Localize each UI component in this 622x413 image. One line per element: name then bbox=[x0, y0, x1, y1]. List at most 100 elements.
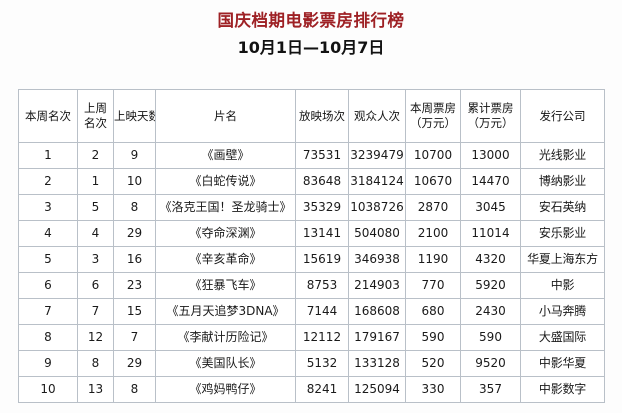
cell-company: 光线影业 bbox=[520, 142, 605, 169]
cell-viewers: 179167 bbox=[348, 324, 406, 351]
cell-week-box-office: 1190 bbox=[405, 246, 461, 273]
table-row: 8 12 7 《李献计历险记》 12112 179167 590 590 大盛国… bbox=[18, 324, 605, 351]
cell-film-name: 《洛克王国！圣龙骑士》 bbox=[155, 194, 296, 221]
cell-viewers: 133128 bbox=[348, 350, 406, 377]
cell-days: 23 bbox=[113, 272, 156, 299]
cell-days: 10 bbox=[113, 168, 156, 195]
cell-rank: 9 bbox=[18, 350, 78, 377]
cell-company: 中影数字 bbox=[520, 376, 605, 403]
cell-total-box-office: 3045 bbox=[460, 194, 521, 221]
cell-days: 29 bbox=[113, 350, 156, 377]
cell-days: 16 bbox=[113, 246, 156, 273]
column-header-last-rank-line1: 上周 bbox=[84, 101, 107, 115]
cell-last-rank: 12 bbox=[77, 324, 114, 351]
cell-film-name: 《白蛇传说》 bbox=[155, 168, 296, 195]
cell-last-rank: 8 bbox=[77, 350, 114, 377]
cell-viewers: 3184124 bbox=[348, 168, 406, 195]
cell-company: 大盛国际 bbox=[520, 324, 605, 351]
table-row: 7 7 15 《五月天追梦3DNA》 7144 168608 680 2430 … bbox=[18, 298, 605, 325]
column-header-total-box-office-line1: 累计票房 bbox=[467, 101, 514, 115]
cell-total-box-office: 11014 bbox=[460, 220, 521, 247]
cell-company: 中影华夏 bbox=[520, 350, 605, 377]
column-header-last-rank: 上周 名次 bbox=[77, 89, 114, 143]
page-subtitle: 10月1日—10月7日 bbox=[237, 38, 385, 57]
box-office-table-wrap: 本周名次 上周 名次 上映天数 片名 放映场次 观众人次 本周票房 （万元） 累… bbox=[18, 89, 605, 403]
column-header-viewers: 观众人次 bbox=[348, 89, 406, 143]
table-row: 4 4 29 《夺命深渊》 13141 504080 2100 11014 安乐… bbox=[18, 220, 605, 247]
table-row: 1 2 9 《画壁》 73531 3239479 10700 13000 光线影… bbox=[18, 142, 605, 169]
cell-company: 安石英纳 bbox=[520, 194, 605, 221]
cell-rank: 5 bbox=[18, 246, 78, 273]
cell-rank: 1 bbox=[18, 142, 78, 169]
table-row: 2 1 10 《白蛇传说》 83648 3184124 10670 14470 … bbox=[18, 168, 605, 195]
cell-film-name: 《夺命深渊》 bbox=[155, 220, 296, 247]
cell-last-rank: 7 bbox=[77, 298, 114, 325]
cell-film-name: 《鸡妈鸭仔》 bbox=[155, 376, 296, 403]
cell-shows: 8753 bbox=[295, 272, 349, 299]
cell-company: 安乐影业 bbox=[520, 220, 605, 247]
cell-last-rank: 5 bbox=[77, 194, 114, 221]
column-header-week-box-office-line1: 本周票房 bbox=[410, 101, 456, 115]
table-row: 6 6 23 《狂暴飞车》 8753 214903 770 5920 中影 bbox=[18, 272, 605, 299]
cell-company: 中影 bbox=[520, 272, 605, 299]
cell-rank: 6 bbox=[18, 272, 78, 299]
cell-film-name: 《五月天追梦3DNA》 bbox=[155, 298, 296, 325]
cell-rank: 3 bbox=[18, 194, 78, 221]
cell-shows: 7144 bbox=[295, 298, 349, 325]
cell-total-box-office: 14470 bbox=[460, 168, 521, 195]
column-header-last-rank-line2: 名次 bbox=[84, 116, 107, 130]
column-header-total-box-office-line2: （万元） bbox=[467, 116, 514, 130]
cell-days: 15 bbox=[113, 298, 156, 325]
cell-rank: 7 bbox=[18, 298, 78, 325]
cell-total-box-office: 5920 bbox=[460, 272, 521, 299]
cell-total-box-office: 2430 bbox=[460, 298, 521, 325]
cell-company: 小马奔腾 bbox=[520, 298, 605, 325]
page-title: 国庆档期电影票房排行榜 bbox=[217, 11, 405, 30]
cell-viewers: 1038726 bbox=[348, 194, 406, 221]
cell-rank: 10 bbox=[18, 376, 78, 403]
cell-film-name: 《画壁》 bbox=[155, 142, 296, 169]
cell-days: 29 bbox=[113, 220, 156, 247]
cell-film-name: 《李献计历险记》 bbox=[155, 324, 296, 351]
cell-week-box-office: 330 bbox=[405, 376, 461, 403]
table-row: 10 13 8 《鸡妈鸭仔》 8241 125094 330 357 中影数字 bbox=[18, 376, 605, 403]
cell-company: 华夏上海东方 bbox=[520, 246, 605, 273]
cell-total-box-office: 13000 bbox=[460, 142, 521, 169]
cell-week-box-office: 680 bbox=[405, 298, 461, 325]
column-header-company: 发行公司 bbox=[520, 89, 605, 143]
table-row: 3 5 8 《洛克王国！圣龙骑士》 35329 1038726 2870 304… bbox=[18, 194, 605, 221]
cell-shows: 13141 bbox=[295, 220, 349, 247]
column-header-shows: 放映场次 bbox=[295, 89, 349, 143]
cell-shows: 12112 bbox=[295, 324, 349, 351]
cell-company: 博纳影业 bbox=[520, 168, 605, 195]
table-header-row: 本周名次 上周 名次 上映天数 片名 放映场次 观众人次 本周票房 （万元） 累… bbox=[18, 89, 605, 143]
cell-shows: 73531 bbox=[295, 142, 349, 169]
cell-week-box-office: 520 bbox=[405, 350, 461, 377]
table-row: 9 8 29 《美国队长》 5132 133128 520 9520 中影华夏 bbox=[18, 350, 605, 377]
cell-viewers: 214903 bbox=[348, 272, 406, 299]
cell-last-rank: 6 bbox=[77, 272, 114, 299]
cell-week-box-office: 10700 bbox=[405, 142, 461, 169]
cell-shows: 5132 bbox=[295, 350, 349, 377]
cell-viewers: 504080 bbox=[348, 220, 406, 247]
cell-viewers: 168608 bbox=[348, 298, 406, 325]
box-office-ranking-table: 本周名次 上周 名次 上映天数 片名 放映场次 观众人次 本周票房 （万元） 累… bbox=[18, 89, 605, 403]
cell-week-box-office: 10670 bbox=[405, 168, 461, 195]
cell-total-box-office: 9520 bbox=[460, 350, 521, 377]
cell-week-box-office: 770 bbox=[405, 272, 461, 299]
cell-rank: 8 bbox=[18, 324, 78, 351]
cell-total-box-office: 4320 bbox=[460, 246, 521, 273]
column-header-film: 片名 bbox=[155, 89, 296, 143]
cell-shows: 15619 bbox=[295, 246, 349, 273]
cell-last-rank: 2 bbox=[77, 142, 114, 169]
cell-week-box-office: 590 bbox=[405, 324, 461, 351]
cell-week-box-office: 2870 bbox=[405, 194, 461, 221]
cell-viewers: 3239479 bbox=[348, 142, 406, 169]
cell-total-box-office: 357 bbox=[460, 376, 521, 403]
cell-days: 8 bbox=[113, 194, 156, 221]
cell-rank: 2 bbox=[18, 168, 78, 195]
column-header-week-box-office-line2: （万元） bbox=[410, 116, 456, 130]
table-body: 1 2 9 《画壁》 73531 3239479 10700 13000 光线影… bbox=[18, 142, 605, 403]
cell-shows: 8241 bbox=[295, 376, 349, 403]
